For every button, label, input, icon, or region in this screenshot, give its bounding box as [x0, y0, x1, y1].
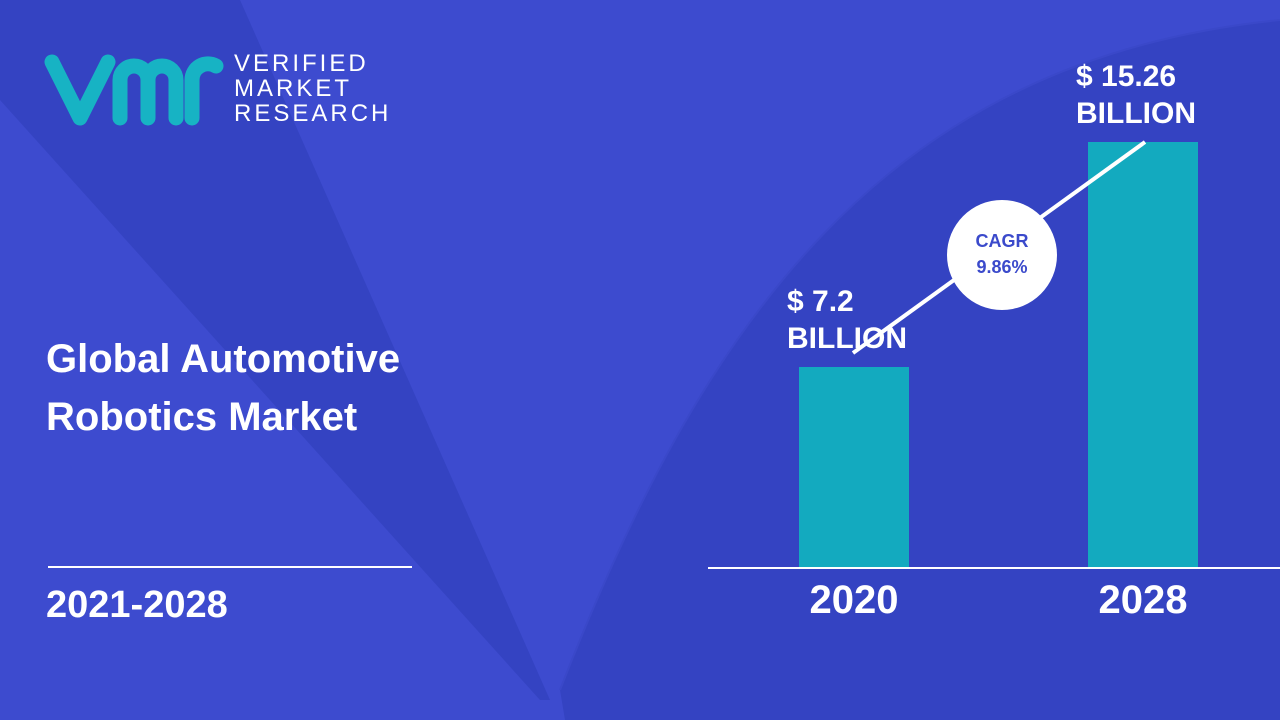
value-label: $ 15.26 BILLION — [1076, 60, 1196, 130]
cagr-circle — [947, 200, 1057, 310]
logo-text: VERIFIED — [234, 50, 369, 77]
v-edge — [559, 19, 1280, 691]
logo-mark — [44, 54, 224, 126]
cagr-label: CAGR — [975, 231, 1029, 251]
x-tick-label: 2028 — [1098, 578, 1188, 622]
value-label: $ 7.2 BILLION — [787, 285, 907, 355]
cagr-value: 9.86% — [976, 257, 1028, 277]
v-shape-left — [0, 0, 550, 700]
plot — [708, 140, 1280, 569]
title: Global Automotive Robotics Market — [46, 337, 401, 439]
x-tick-label: 2020 — [809, 578, 899, 622]
period: 2021-2028 — [46, 584, 228, 626]
bar — [1088, 142, 1198, 568]
logo-text: RESEARCH — [234, 100, 392, 127]
logo-text: MARKET — [234, 75, 353, 102]
bar — [799, 367, 909, 568]
